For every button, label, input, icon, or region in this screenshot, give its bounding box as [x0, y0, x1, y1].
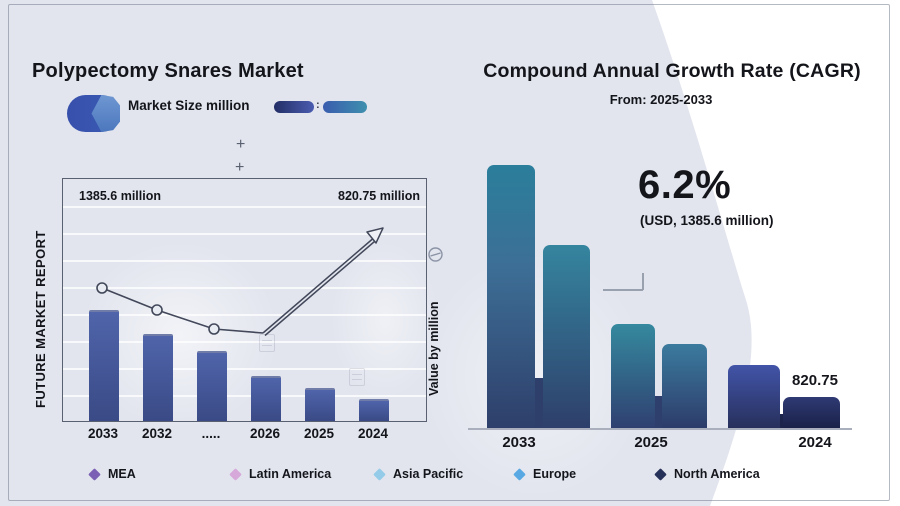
bar-dots — [197, 351, 227, 421]
trend-line-and-arrow — [96, 227, 384, 337]
watermark-grid-icon — [349, 368, 365, 386]
left-chart-side-label: FUTURE MARKET REPORT — [33, 230, 48, 408]
x-label-2025: 2025 — [303, 426, 335, 441]
legend-label: North America — [674, 467, 760, 481]
diamond-icon — [88, 467, 101, 481]
gridline — [63, 314, 426, 316]
gridline — [63, 233, 426, 235]
cylinder-legend-icon — [67, 95, 120, 132]
gridline — [63, 395, 426, 397]
end-value-label: 820.75 million — [338, 189, 420, 203]
gridline — [63, 206, 426, 208]
diamond-icon — [373, 467, 386, 481]
plus-icon: + — [236, 136, 246, 153]
bar-2025-b — [662, 344, 707, 428]
bar-value-annotation: 820.75 — [792, 372, 838, 389]
bar-2025 — [305, 388, 335, 421]
gridline — [63, 368, 426, 370]
right-panel-subtitle: From: 2025-2033 — [609, 92, 713, 107]
x-label-2026: 2026 — [249, 426, 281, 441]
start-value-label: 1385.6 million — [79, 189, 161, 203]
gradient-pill-icon — [323, 101, 367, 113]
legend-label: Asia Pacific — [393, 467, 464, 481]
diamond-icon — [229, 467, 242, 481]
market-size-chart: 1385.6 million 820.75 million — [62, 178, 427, 422]
gradient-pill-icon — [274, 101, 314, 113]
crossed-circle-icon — [428, 247, 443, 262]
right-chart-axis — [468, 428, 852, 430]
x-label-2024: 2024 — [798, 434, 832, 451]
bracket-line — [642, 273, 644, 290]
bar-2024-a — [728, 365, 780, 428]
gridline — [63, 341, 426, 343]
gridline — [63, 260, 426, 262]
bar-2033-b — [543, 245, 590, 428]
x-label-dots: ..... — [201, 426, 221, 441]
bar-2025-a — [611, 324, 655, 428]
bar-group-2024 — [728, 365, 840, 428]
legend-item-europe: Europe — [513, 466, 577, 482]
legend-label: Europe — [533, 467, 577, 481]
bar-2033-a — [487, 165, 535, 428]
x-label-2033: 2033 — [502, 434, 536, 451]
legend-label: MEA — [108, 467, 136, 481]
left-panel-title: Polypectomy Snares Market — [32, 60, 304, 82]
bar-2024-b — [783, 397, 840, 428]
legend-item-latin-america: Latin America — [229, 466, 332, 482]
bar-2032 — [143, 334, 173, 421]
bar-2026 — [251, 376, 281, 421]
legend-item-north-america: North America — [654, 466, 760, 482]
pill-separator: : — [316, 99, 320, 111]
legend-label: Latin America — [249, 467, 332, 481]
right-panel-title: Compound Annual Growth Rate (CAGR) — [483, 60, 861, 82]
x-label-2032: 2032 — [141, 426, 173, 441]
gridline — [63, 287, 426, 289]
right-chart-side-label: Value by million — [427, 301, 441, 397]
cagr-note: (USD, 1385.6 million) — [640, 213, 774, 228]
legend-item-asia-pacific: Asia Pacific — [373, 466, 464, 482]
bar-group-2033 — [487, 165, 590, 428]
bar-2033 — [89, 310, 119, 421]
x-label-2024: 2024 — [357, 426, 389, 441]
diamond-icon — [654, 467, 667, 481]
bar-group-2025 — [611, 324, 707, 428]
plus-icon: + — [235, 159, 245, 176]
diamond-icon — [513, 467, 526, 481]
market-size-legend-label: Market Size million — [128, 98, 250, 113]
x-label-2025: 2025 — [634, 434, 668, 451]
legend-item-mea: MEA — [88, 466, 136, 482]
cagr-value: 6.2% — [638, 163, 732, 207]
bracket-line — [603, 289, 643, 291]
x-label-2033: 2033 — [87, 426, 119, 441]
bar-2024 — [359, 399, 389, 421]
